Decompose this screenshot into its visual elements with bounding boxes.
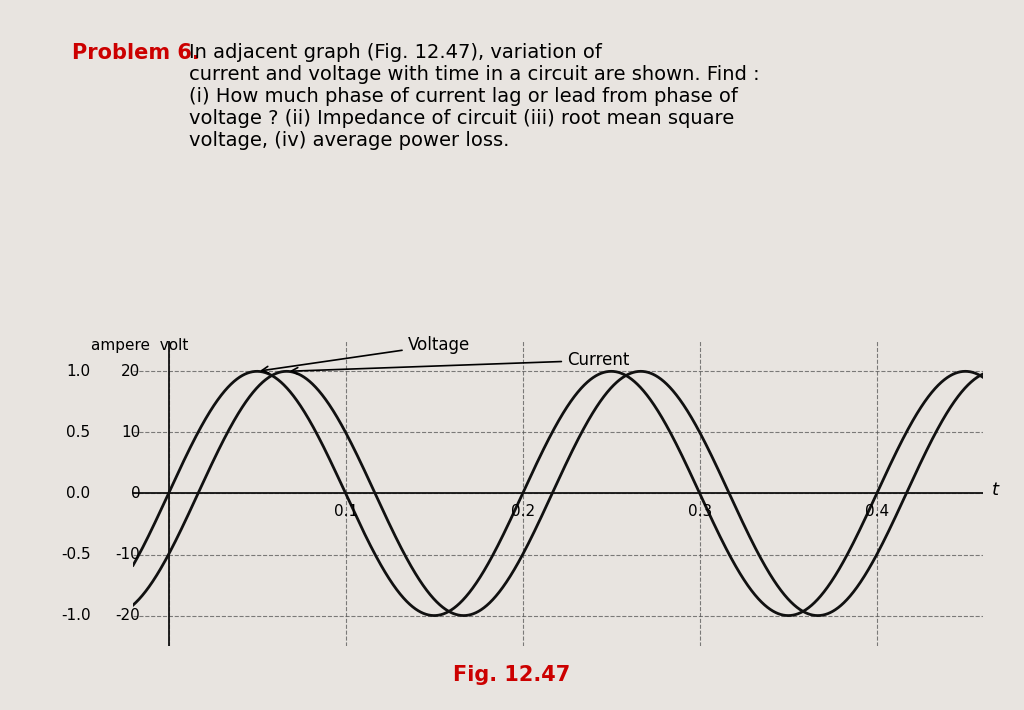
- Text: -0.5: -0.5: [61, 547, 91, 562]
- Text: 0.5: 0.5: [67, 425, 91, 440]
- Text: -1.0: -1.0: [61, 608, 91, 623]
- Text: Fig. 12.47: Fig. 12.47: [454, 665, 570, 685]
- Text: 0.0: 0.0: [67, 486, 91, 501]
- Text: Voltage: Voltage: [262, 336, 470, 373]
- Text: 1.0: 1.0: [67, 364, 91, 379]
- Text: -20: -20: [116, 608, 140, 623]
- Text: Problem 6.: Problem 6.: [72, 43, 200, 62]
- Text: 0: 0: [131, 486, 140, 501]
- Text: 20: 20: [121, 364, 140, 379]
- Text: t: t: [992, 481, 998, 499]
- Text: 0.4: 0.4: [864, 504, 889, 520]
- Text: 0.1: 0.1: [334, 504, 357, 520]
- Text: 0.3: 0.3: [687, 504, 712, 520]
- Text: 0.2: 0.2: [511, 504, 535, 520]
- Text: 10: 10: [121, 425, 140, 440]
- Text: Current: Current: [291, 351, 630, 374]
- Text: ampere  volt: ampere volt: [91, 338, 188, 353]
- Text: -10: -10: [116, 547, 140, 562]
- Text: In adjacent graph (Fig. 12.47), variation of
current and voltage with time in a : In adjacent graph (Fig. 12.47), variatio…: [189, 43, 760, 150]
